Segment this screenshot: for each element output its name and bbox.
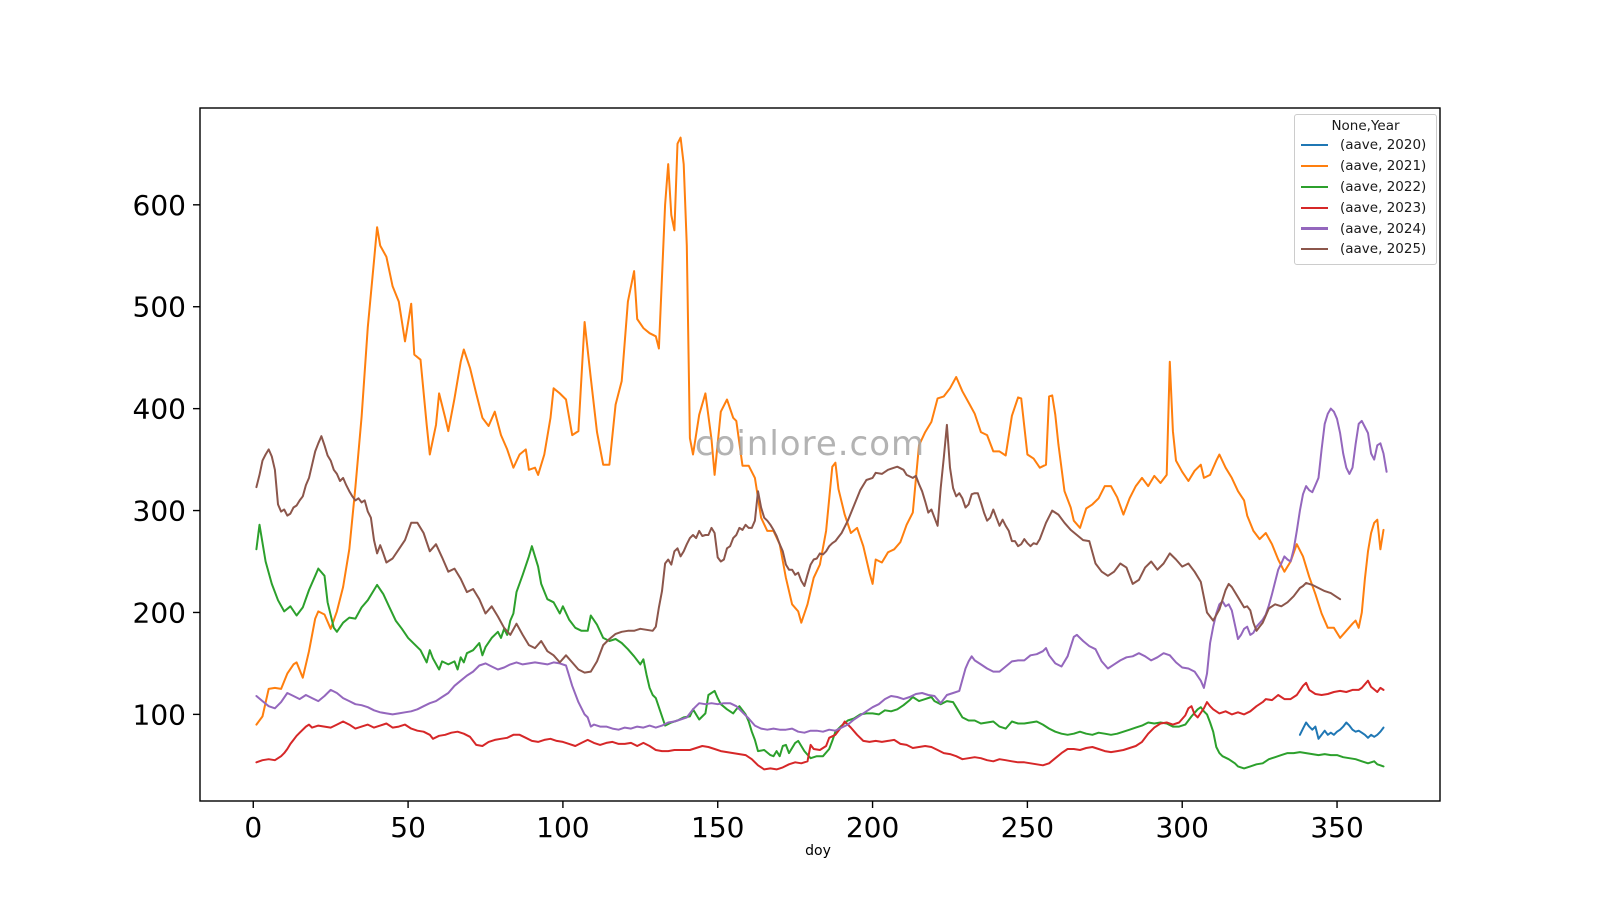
x-tick-label: 300: [1155, 811, 1208, 844]
series-aave-2024-line: [255, 407, 1388, 734]
x-tick-label: 50: [390, 811, 426, 844]
legend-item-label: (aave, 2020): [1340, 137, 1427, 154]
legend: None,Year (aave, 2020) (aave, 2021) (aave,…: [1294, 114, 1437, 265]
series-aave-2025-line: [255, 423, 1342, 674]
series-aave-2021-line: [255, 136, 1385, 726]
y-tick-label: 400: [133, 393, 186, 426]
x-tick-label: 0: [244, 811, 262, 844]
legend-item: (aave, 2024): [1300, 218, 1431, 239]
y-tick-label: 500: [133, 291, 186, 324]
legend-title: None,Year: [1331, 118, 1400, 134]
x-tick-label: 250: [1001, 811, 1054, 844]
x-axis-label: doy: [805, 843, 831, 859]
legend-items: (aave, 2020) (aave, 2021) (aave, 2022) (aav…: [1300, 135, 1431, 260]
legend-swatch-line-icon: [1301, 165, 1328, 168]
legend-swatch-line-icon: [1301, 206, 1328, 209]
series-aave-2020-line: [1298, 721, 1385, 740]
y-tick-label: 300: [133, 495, 186, 528]
x-tick-label: 150: [691, 811, 744, 844]
legend-item: (aave, 2022): [1300, 177, 1431, 198]
x-tick-label: 200: [846, 811, 899, 844]
legend-item-label: (aave, 2021): [1340, 158, 1427, 175]
y-tick-label: 600: [133, 189, 186, 222]
x-tick-label: 350: [1310, 811, 1363, 844]
legend-item-label: (aave, 2022): [1340, 178, 1427, 195]
legend-item-label: (aave, 2025): [1340, 241, 1427, 258]
plot-area: [199, 107, 1441, 802]
legend-swatch-line-icon: [1301, 227, 1328, 230]
x-tick-label: 100: [536, 811, 589, 844]
series-aave-2023-line: [255, 679, 1385, 771]
legend-swatch-line-icon: [1301, 185, 1328, 189]
legend-item: (aave, 2020): [1300, 135, 1431, 156]
legend-item-label: (aave, 2023): [1340, 199, 1427, 216]
legend-swatch-line-icon: [1301, 144, 1328, 147]
legend-item: (aave, 2023): [1300, 197, 1431, 218]
legend-item: (aave, 2025): [1300, 239, 1431, 260]
legend-item-label: (aave, 2024): [1340, 220, 1427, 237]
legend-item: (aave, 2021): [1300, 156, 1431, 177]
y-tick-label: 200: [133, 596, 186, 629]
legend-swatch-line-icon: [1301, 248, 1328, 251]
y-tick-label: 100: [133, 698, 186, 731]
series-aave-2022-line: [255, 523, 1385, 770]
